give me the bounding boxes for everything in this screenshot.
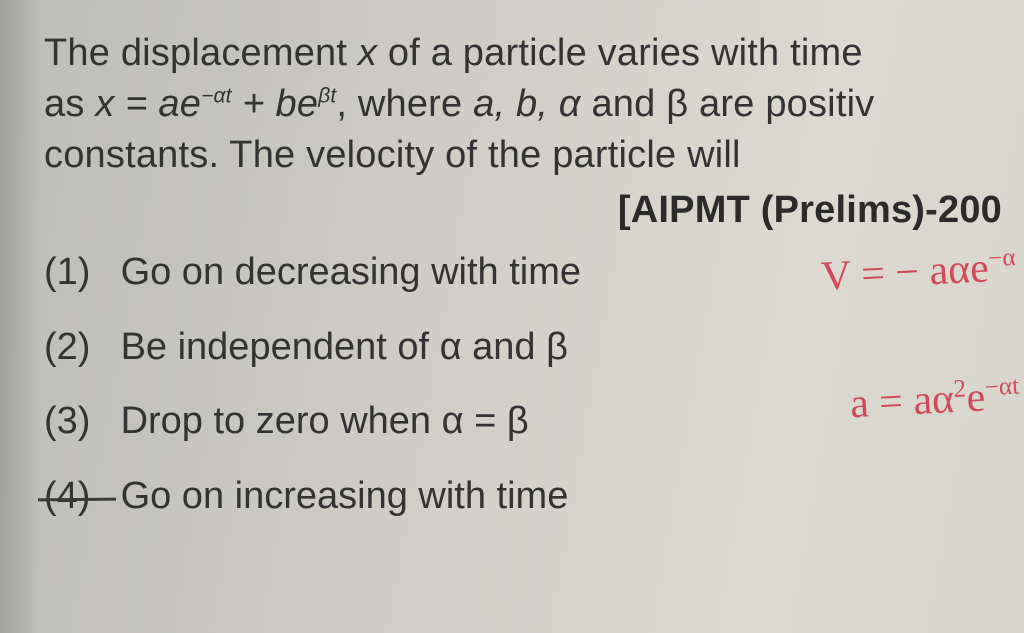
option-1-text: Go on decreasing with time [121, 251, 581, 293]
option-3-alpha: α [442, 400, 464, 442]
option-3-eq: = [464, 400, 507, 442]
option-3-num: (3) [44, 391, 110, 452]
q-exp2: βt [318, 84, 336, 107]
option-2-and: and [462, 326, 547, 368]
option-2-alpha: α [440, 326, 462, 368]
q-line2-and: and [581, 83, 667, 125]
option-4-text: Go on increasing with time [121, 475, 569, 517]
option-2-num: (2) [44, 317, 110, 378]
hand1-pre: V = − aαe [820, 245, 990, 300]
q-exp1: −αt [201, 84, 232, 107]
q-eq-lhs: x = ae [95, 83, 201, 125]
q-line3: constants. The velocity of the particle … [44, 134, 741, 176]
source-tag: [AIPMT (Prelims)-200 [44, 189, 1006, 232]
handwriting-accel: a = aα2e−αt [849, 373, 1021, 425]
option-2-beta: β [546, 326, 568, 368]
options-block: (1) Go on decreasing with time (2) Be in… [44, 242, 1006, 527]
option-3-beta: β [507, 400, 529, 442]
binding-shadow [0, 0, 42, 633]
option-3-text-pre: Drop to zero when [121, 400, 442, 442]
q-eq-mid: + be [232, 83, 319, 125]
hand2-exp: −αt [984, 372, 1020, 401]
option-2: (2) Be independent of α and β [44, 317, 1006, 378]
q-vars-list: a, b, α [473, 83, 581, 125]
option-2-text-pre: Be independent of [121, 326, 440, 368]
q-var-x: x [358, 32, 377, 74]
q-line2-post: , where [336, 83, 473, 125]
q-line1-post: of a particle varies with time [377, 32, 863, 74]
hand1-exp: −α [987, 244, 1016, 272]
option-1-num: (1) [44, 242, 110, 303]
option-4-num: (4) [44, 466, 110, 527]
option-4: (4) Go on increasing with time [44, 466, 1006, 527]
q-line2-pre: as [44, 83, 95, 125]
hand2-pre: a = aα [849, 376, 955, 427]
q-line1-pre: The displacement [44, 32, 358, 74]
q-line2-tail: are positiv [688, 83, 874, 125]
handwriting-velocity: V = − aαe−α [820, 245, 1017, 298]
question-text: The displacement x of a particle varies … [44, 28, 1006, 181]
q-beta: β [666, 83, 688, 125]
paper-page: The displacement x of a particle varies … [0, 0, 1024, 633]
